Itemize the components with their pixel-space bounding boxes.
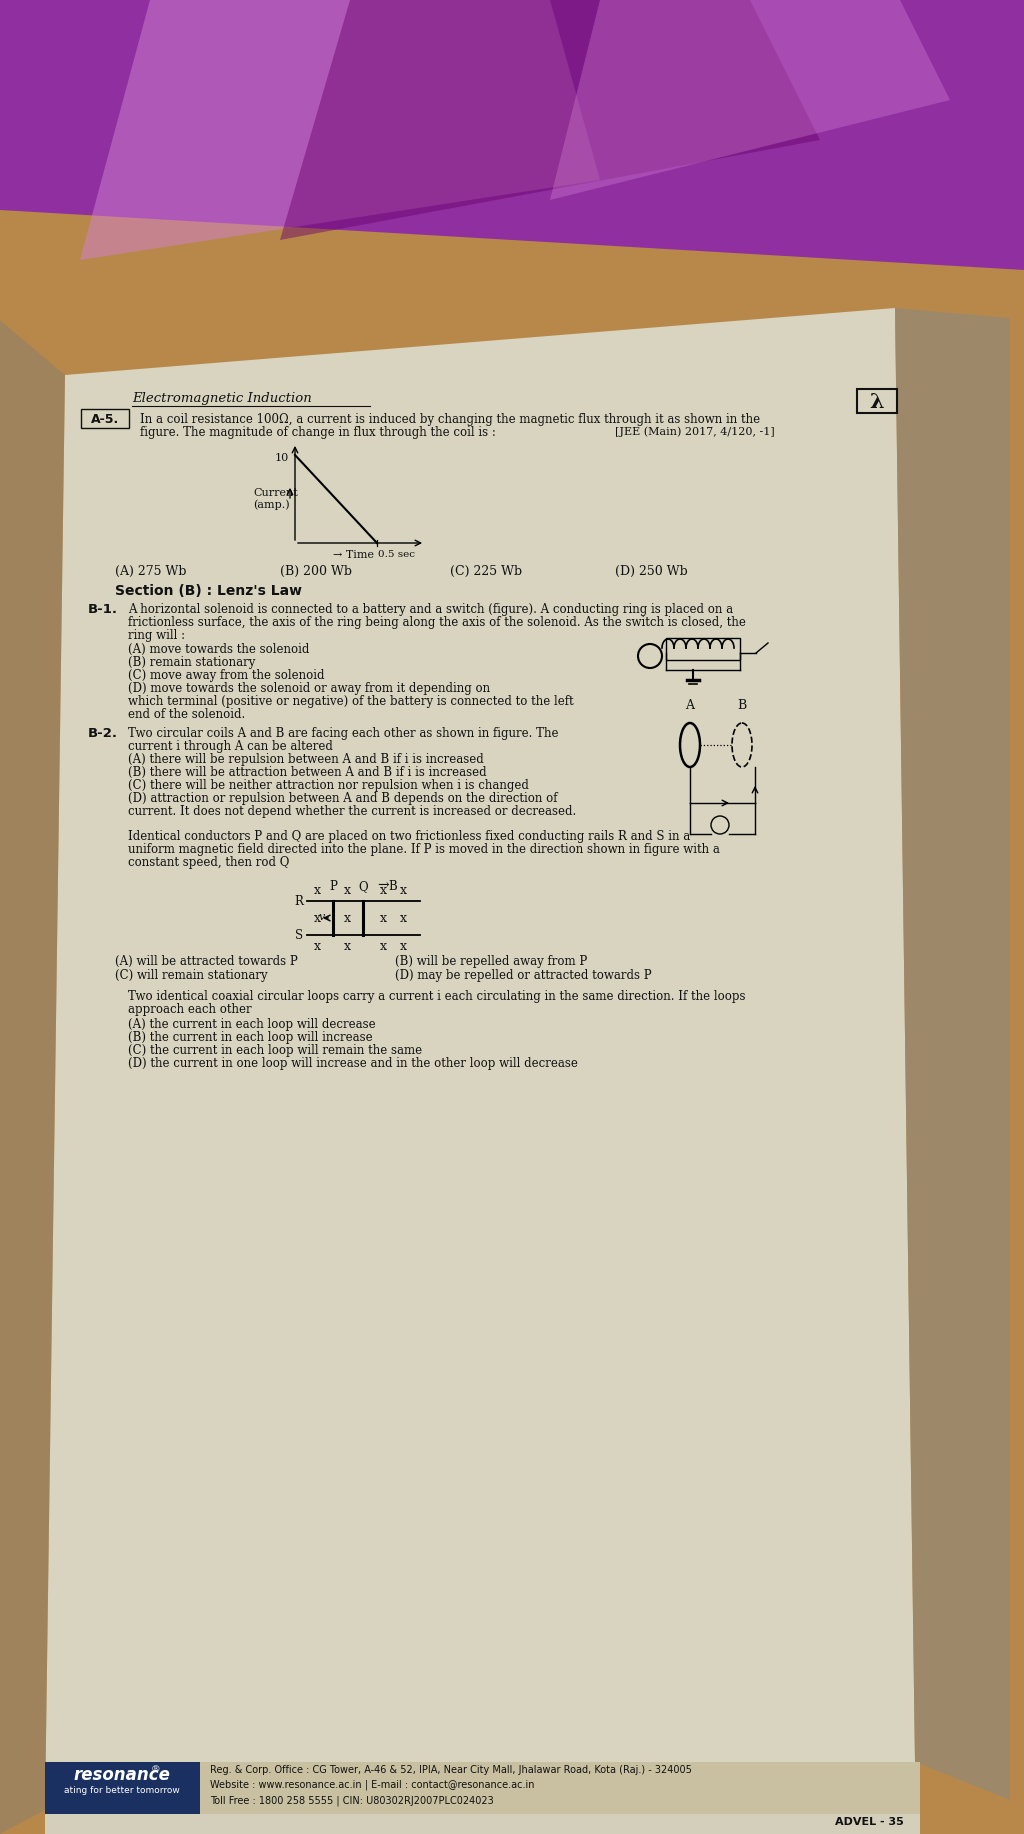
Text: (C) will remain stationary: (C) will remain stationary [115,968,267,981]
Text: A horizontal solenoid is connected to a battery and a switch (figure). A conduct: A horizontal solenoid is connected to a … [128,603,733,616]
Text: (A) will be attracted towards P: (A) will be attracted towards P [115,956,298,968]
Text: (D) may be repelled or attracted towards P: (D) may be repelled or attracted towards… [395,968,651,981]
Text: (D) move towards the solenoid or away from it depending on: (D) move towards the solenoid or away fr… [128,682,490,695]
Text: Two circular coils A and B are facing each other as shown in figure. The: Two circular coils A and B are facing ea… [128,726,558,739]
Text: current. It does not depend whether the current is increased or decreased.: current. It does not depend whether the … [128,805,577,818]
Polygon shape [550,0,950,200]
Text: x: x [313,911,321,924]
Text: (B) 200 Wb: (B) 200 Wb [280,565,352,578]
Text: approach each other: approach each other [128,1003,252,1016]
Text: constant speed, then rod Q: constant speed, then rod Q [128,856,290,869]
Polygon shape [45,308,915,1810]
Text: ADVEL - 35: ADVEL - 35 [835,1817,904,1827]
Text: Current: Current [253,488,298,499]
Text: (C) there will be neither attraction nor repulsion when i is changed: (C) there will be neither attraction nor… [128,779,528,792]
Text: In a coil resistance 100Ω, a current is induced by changing the magnetic flux th: In a coil resistance 100Ω, a current is … [140,413,760,425]
Text: x: x [343,911,350,924]
Text: (B) there will be attraction between A and B if i is increased: (B) there will be attraction between A a… [128,767,486,779]
Text: λ: λ [869,392,885,413]
Text: 0.5 sec: 0.5 sec [378,550,415,559]
Text: (A) the current in each loop will decrease: (A) the current in each loop will decrea… [128,1018,376,1031]
Text: x: x [399,884,407,897]
Text: current i through A can be altered: current i through A can be altered [128,739,333,754]
Text: S: S [295,930,303,943]
Bar [45,1762,200,1814]
Bar [666,638,740,660]
Text: B: B [737,699,746,712]
Text: x: x [313,939,321,952]
Polygon shape [280,0,820,240]
Text: →: → [377,878,389,891]
Text: Website : www.resonance.ac.in | E-mail : contact@resonance.ac.in: Website : www.resonance.ac.in | E-mail :… [210,1781,535,1790]
Polygon shape [80,0,600,260]
Text: x: x [380,939,386,952]
Text: ®: ® [151,1764,160,1773]
FancyBboxPatch shape [857,389,897,413]
Polygon shape [0,319,65,1834]
Text: Electromagnetic Induction: Electromagnetic Induction [132,392,311,405]
Text: (A) move towards the solenoid: (A) move towards the solenoid [128,644,309,657]
Text: (C) move away from the solenoid: (C) move away from the solenoid [128,669,325,682]
Polygon shape [895,308,1010,1799]
Text: Two identical coaxial circular loops carry a current i each circulating in the s: Two identical coaxial circular loops car… [128,990,745,1003]
Text: B-2.: B-2. [88,726,118,739]
Text: (D) the current in one loop will increase and in the other loop will decrease: (D) the current in one loop will increas… [128,1056,578,1069]
Text: figure. The magnitude of change in flux through the coil is :: figure. The magnitude of change in flux … [140,425,496,438]
Text: Q: Q [358,880,368,893]
Text: A: A [685,699,694,712]
Text: (D) 250 Wb: (D) 250 Wb [615,565,688,578]
Text: v: v [318,911,326,923]
Text: ring will :: ring will : [128,629,185,642]
Text: (A) there will be repulsion between A and B if i is increased: (A) there will be repulsion between A an… [128,754,483,767]
Text: which terminal (positive or negative) of the battery is connected to the left: which terminal (positive or negative) of… [128,695,573,708]
Text: Reg. & Corp. Office : CG Tower, A-46 & 52, IPIA, Near City Mall, Jhalawar Road, : Reg. & Corp. Office : CG Tower, A-46 & 5… [210,1764,692,1775]
Text: → Time: → Time [333,550,374,559]
Polygon shape [0,211,1024,490]
Text: frictionless surface, the axis of the ring being along the axis of the solenoid.: frictionless surface, the axis of the ri… [128,616,745,629]
Bar [45,1762,920,1814]
Text: (C) 225 Wb: (C) 225 Wb [450,565,522,578]
Text: x: x [343,939,350,952]
Bar [45,1814,920,1834]
Text: (B) the current in each loop will increase: (B) the current in each loop will increa… [128,1031,373,1044]
Text: end of the solenoid.: end of the solenoid. [128,708,246,721]
Text: B: B [389,880,397,893]
Text: (B) will be repelled away from P: (B) will be repelled away from P [395,956,587,968]
Text: uniform magnetic field directed into the plane. If P is moved in the direction s: uniform magnetic field directed into the… [128,844,720,856]
Text: (amp.): (amp.) [253,499,290,510]
Polygon shape [0,0,1024,310]
Text: B-1.: B-1. [88,603,118,616]
Text: [JEE (Main) 2017, 4/120, -1]: [JEE (Main) 2017, 4/120, -1] [615,425,775,436]
Text: (B) remain stationary: (B) remain stationary [128,657,255,669]
Text: Toll Free : 1800 258 5555 | CIN: U80302RJ2007PLC024023: Toll Free : 1800 258 5555 | CIN: U80302R… [210,1795,494,1805]
Text: x: x [313,884,321,897]
Text: Section (B) : Lenz's Law: Section (B) : Lenz's Law [115,583,302,598]
Text: A-5.: A-5. [91,413,119,425]
FancyBboxPatch shape [81,409,129,427]
Text: x: x [380,884,386,897]
Text: R: R [295,895,303,908]
Text: 10: 10 [274,453,289,462]
Text: Identical conductors P and Q are placed on two frictionless fixed conducting rai: Identical conductors P and Q are placed … [128,831,690,844]
Text: (C) the current in each loop will remain the same: (C) the current in each loop will remain… [128,1044,422,1056]
Text: x: x [343,884,350,897]
Text: (A) 275 Wb: (A) 275 Wb [115,565,186,578]
Text: (D) attraction or repulsion between A and B depends on the direction of: (D) attraction or repulsion between A an… [128,792,557,805]
Text: x: x [399,939,407,952]
Text: x: x [380,911,386,924]
Text: P: P [329,880,337,893]
Text: ating for better tomorrow: ating for better tomorrow [65,1786,180,1795]
Text: resonance: resonance [74,1766,170,1784]
Text: x: x [399,911,407,924]
